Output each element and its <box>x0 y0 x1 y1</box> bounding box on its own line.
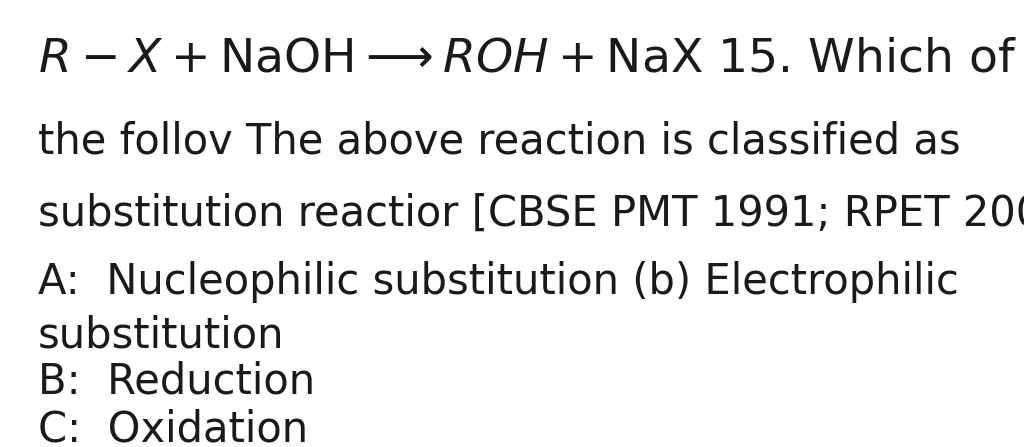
Text: substitution: substitution <box>38 314 285 356</box>
Text: B:  Reduction: B: Reduction <box>38 361 315 403</box>
Text: substitution reactior [CBSE PMT 1991; RPET 2000]: substitution reactior [CBSE PMT 1991; RP… <box>38 193 1024 235</box>
Text: the follov The above reaction is classified as: the follov The above reaction is classif… <box>38 121 961 163</box>
Text: C:  Oxidation: C: Oxidation <box>38 408 308 447</box>
Text: $R - X + \mathrm{NaOH} \longrightarrow ROH + \mathrm{NaX}$ 15. Which of: $R - X + \mathrm{NaOH} \longrightarrow R… <box>38 37 1017 81</box>
Text: A:  Nucleophilic substitution (b) Electrophilic: A: Nucleophilic substitution (b) Electro… <box>38 261 958 303</box>
